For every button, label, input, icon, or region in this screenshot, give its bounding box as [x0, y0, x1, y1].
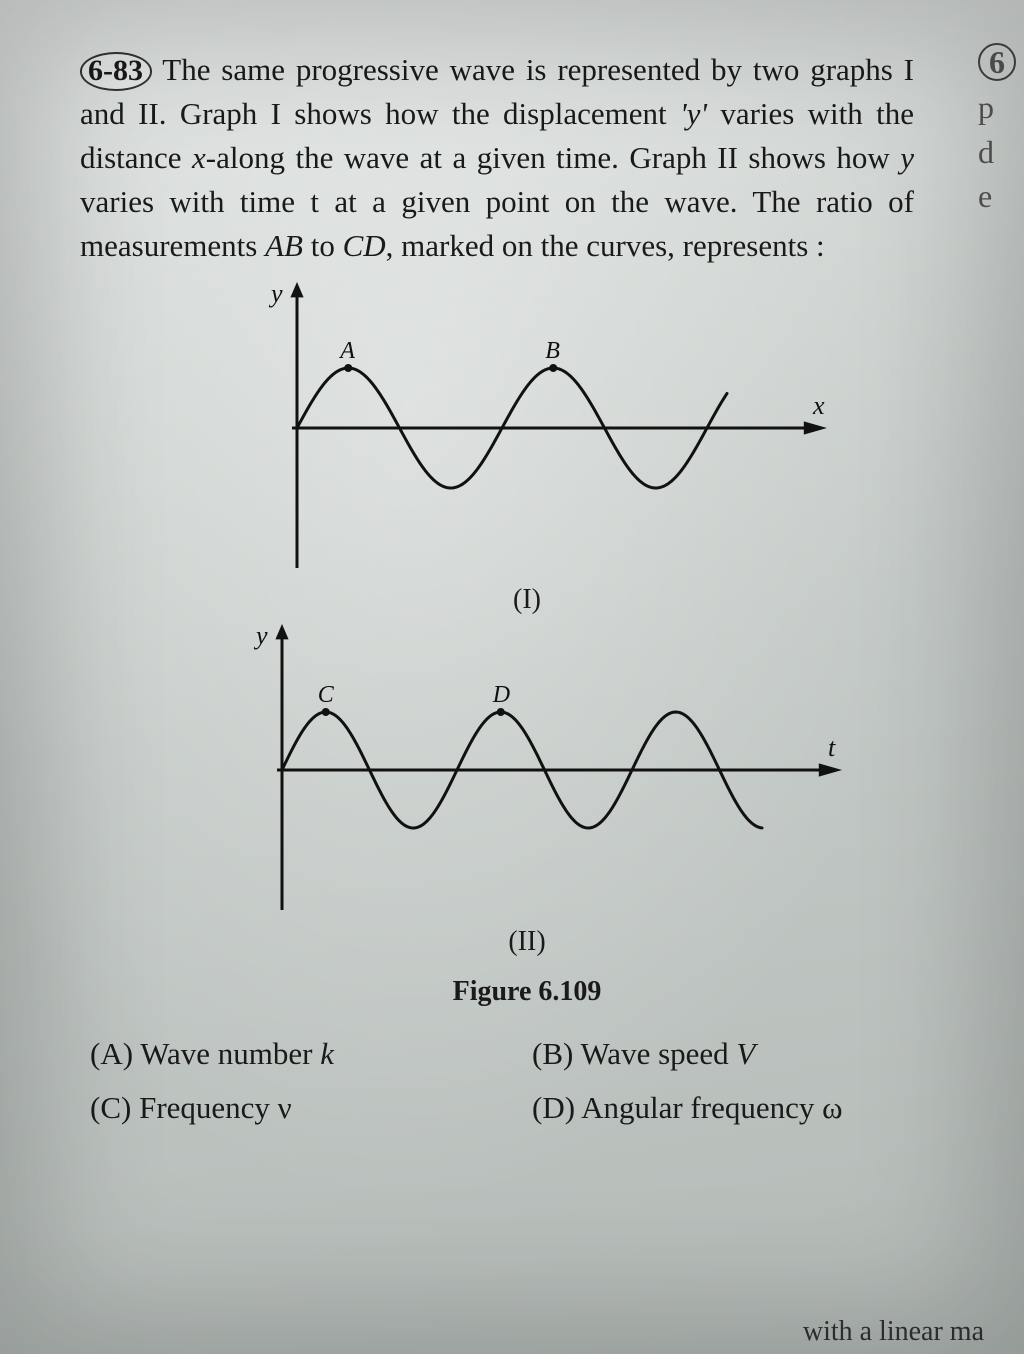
edge-frag-3: e	[978, 174, 1016, 219]
option-a[interactable]: (A) Wave number k	[90, 1036, 492, 1072]
svg-text:B: B	[545, 338, 560, 364]
page: 6 p d e 6-83 The same progressive wave i…	[0, 0, 1024, 1354]
option-c-text: Frequency	[139, 1090, 278, 1125]
option-c-letter: (C)	[90, 1090, 131, 1125]
q-sym-x: x	[192, 140, 206, 175]
option-d-letter: (D)	[532, 1090, 575, 1125]
edge-number-circle: 6	[978, 43, 1016, 81]
svg-text:A: A	[338, 338, 355, 364]
edge-frag-1: p	[978, 85, 1016, 130]
q-text-5: to	[303, 228, 343, 263]
options-grid: (A) Wave number k (B) Wave speed V (C) F…	[80, 1036, 974, 1126]
question-block: 6-83 The same progressive wave is repres…	[80, 48, 974, 268]
q-sym-ab: AB	[265, 228, 303, 263]
graph-1-label: (I)	[80, 584, 974, 616]
question-number: 6-83	[80, 52, 152, 91]
q-sym-cd: CD	[343, 228, 386, 263]
svg-text:t: t	[828, 733, 836, 762]
q-text-3: -along the wave at a given time. Graph I…	[206, 140, 900, 175]
option-c-sym: ν	[278, 1090, 292, 1125]
edge-frag-2: d	[978, 130, 1016, 175]
option-b-text: Wave speed	[581, 1036, 737, 1071]
option-b[interactable]: (B) Wave speed V	[532, 1036, 934, 1072]
q-sym-y1: 'y'	[680, 96, 707, 131]
q-text-6: , marked on the curves, represents :	[386, 228, 825, 263]
option-d[interactable]: (D) Angular frequency ω	[532, 1090, 934, 1126]
option-d-sym: ω	[822, 1090, 842, 1125]
graph-1-svg: y x A B	[217, 278, 837, 578]
option-c[interactable]: (C) Frequency ν	[90, 1090, 492, 1126]
option-b-sym: V	[736, 1036, 755, 1071]
option-a-sym: k	[320, 1036, 334, 1071]
svg-text:C: C	[318, 682, 335, 708]
figure-caption: Figure 6.109	[80, 976, 974, 1008]
graph-2-svg: y t C D	[202, 620, 852, 920]
edge-cutoff-text: 6 p d e	[978, 40, 1016, 219]
option-a-letter: (A)	[90, 1036, 133, 1071]
graph-2-label: (II)	[80, 926, 974, 958]
svg-text:x: x	[812, 391, 825, 420]
option-b-letter: (B)	[532, 1036, 573, 1071]
svg-text:D: D	[492, 682, 510, 708]
graph-2-block: y t C D (II)	[80, 620, 974, 958]
graph-1-block: y x A B (I)	[80, 278, 974, 616]
option-d-text: Angular frequency	[581, 1090, 822, 1125]
svg-text:y: y	[253, 621, 268, 650]
q-sym-y2: y	[900, 140, 914, 175]
option-a-text: Wave number	[140, 1036, 320, 1071]
bottom-cutoff-text: with a linear ma	[803, 1316, 984, 1348]
svg-text:y: y	[268, 279, 283, 308]
